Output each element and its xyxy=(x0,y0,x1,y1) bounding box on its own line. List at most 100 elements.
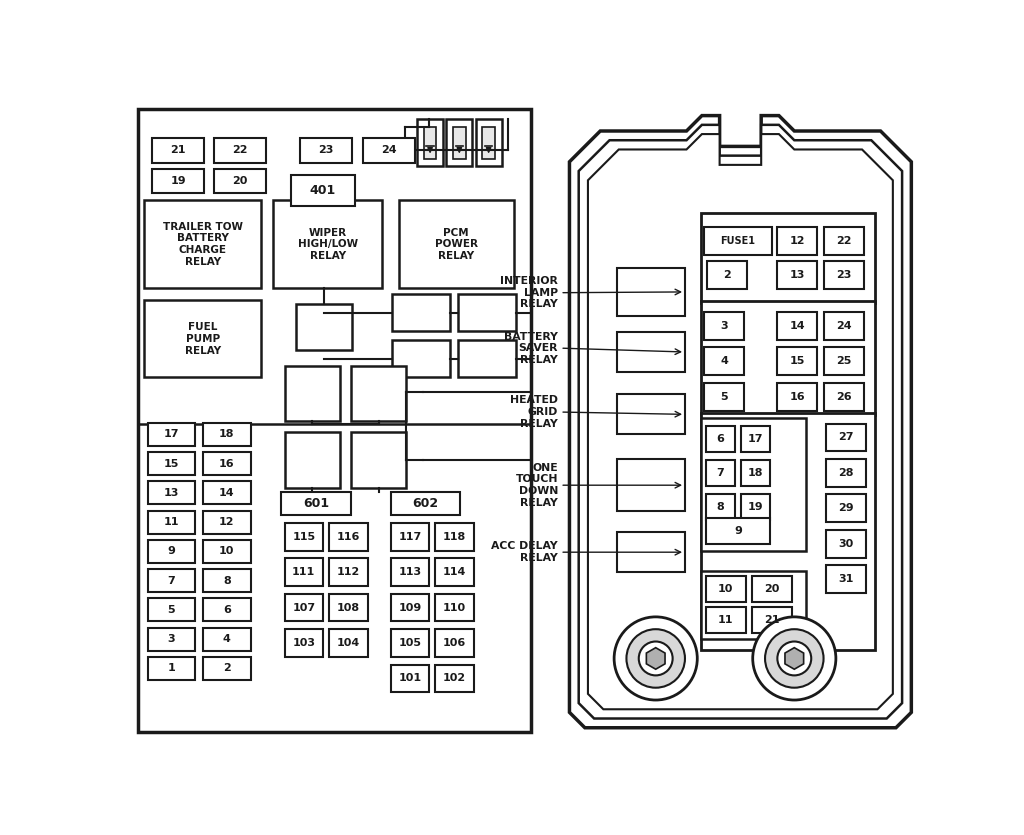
FancyBboxPatch shape xyxy=(617,268,685,316)
FancyBboxPatch shape xyxy=(706,493,735,520)
FancyBboxPatch shape xyxy=(391,559,429,586)
FancyBboxPatch shape xyxy=(752,607,792,633)
FancyBboxPatch shape xyxy=(203,599,251,621)
FancyBboxPatch shape xyxy=(777,261,817,289)
Text: 105: 105 xyxy=(398,638,422,648)
Circle shape xyxy=(777,641,811,676)
Text: 22: 22 xyxy=(836,236,851,246)
Text: 12: 12 xyxy=(790,236,805,246)
Text: 25: 25 xyxy=(836,357,851,367)
FancyBboxPatch shape xyxy=(330,594,368,621)
Text: 2: 2 xyxy=(223,664,230,674)
Text: 31: 31 xyxy=(839,574,854,584)
Text: FUSE1: FUSE1 xyxy=(721,236,756,246)
FancyBboxPatch shape xyxy=(706,426,735,452)
Text: 19: 19 xyxy=(170,176,186,186)
FancyBboxPatch shape xyxy=(285,559,323,586)
Text: 11: 11 xyxy=(164,517,179,527)
Text: 16: 16 xyxy=(219,458,234,468)
FancyBboxPatch shape xyxy=(153,138,205,163)
FancyBboxPatch shape xyxy=(482,127,495,159)
FancyBboxPatch shape xyxy=(454,127,466,159)
FancyBboxPatch shape xyxy=(300,138,352,163)
Text: 26: 26 xyxy=(836,392,851,402)
Text: 1: 1 xyxy=(168,664,175,674)
FancyBboxPatch shape xyxy=(823,261,863,289)
Circle shape xyxy=(753,617,836,700)
FancyBboxPatch shape xyxy=(147,569,196,592)
FancyBboxPatch shape xyxy=(138,109,531,731)
FancyBboxPatch shape xyxy=(701,214,876,303)
FancyBboxPatch shape xyxy=(273,200,382,288)
FancyBboxPatch shape xyxy=(391,523,429,550)
FancyBboxPatch shape xyxy=(364,138,416,163)
Text: 401: 401 xyxy=(310,184,336,197)
FancyBboxPatch shape xyxy=(147,452,196,475)
FancyBboxPatch shape xyxy=(823,382,863,411)
Text: 5: 5 xyxy=(721,392,728,402)
Polygon shape xyxy=(646,648,665,669)
Text: 4: 4 xyxy=(720,357,728,367)
FancyBboxPatch shape xyxy=(777,227,817,255)
FancyBboxPatch shape xyxy=(330,630,368,657)
Polygon shape xyxy=(579,125,902,718)
Text: 20: 20 xyxy=(232,176,248,186)
Text: 15: 15 xyxy=(164,458,179,468)
FancyBboxPatch shape xyxy=(391,630,429,657)
Text: 28: 28 xyxy=(838,468,854,478)
Circle shape xyxy=(765,630,823,688)
Text: INTERIOR
LAMP
RELAY: INTERIOR LAMP RELAY xyxy=(500,276,558,309)
FancyBboxPatch shape xyxy=(435,630,474,657)
FancyBboxPatch shape xyxy=(330,523,368,550)
FancyBboxPatch shape xyxy=(705,347,744,375)
Text: ACC DELAY
RELAY: ACC DELAY RELAY xyxy=(492,541,558,563)
Text: 23: 23 xyxy=(836,270,851,280)
Text: 21: 21 xyxy=(171,145,186,155)
Text: 8: 8 xyxy=(717,502,724,512)
FancyBboxPatch shape xyxy=(701,412,876,650)
FancyBboxPatch shape xyxy=(435,559,474,586)
FancyBboxPatch shape xyxy=(617,394,685,434)
Text: 13: 13 xyxy=(164,488,179,498)
FancyBboxPatch shape xyxy=(351,366,407,422)
Text: 12: 12 xyxy=(219,517,234,527)
Polygon shape xyxy=(588,134,893,709)
FancyBboxPatch shape xyxy=(706,576,745,602)
Text: PCM
POWER
RELAY: PCM POWER RELAY xyxy=(435,228,478,261)
Text: 11: 11 xyxy=(718,615,733,625)
Text: 24: 24 xyxy=(836,321,851,331)
FancyBboxPatch shape xyxy=(826,494,866,522)
FancyBboxPatch shape xyxy=(458,341,515,377)
FancyBboxPatch shape xyxy=(296,304,351,351)
Text: 104: 104 xyxy=(337,638,360,648)
Text: 110: 110 xyxy=(443,603,466,613)
Polygon shape xyxy=(785,648,804,669)
FancyBboxPatch shape xyxy=(285,630,323,657)
FancyBboxPatch shape xyxy=(203,657,251,680)
Text: 19: 19 xyxy=(748,502,764,512)
FancyBboxPatch shape xyxy=(392,294,451,331)
Text: 15: 15 xyxy=(790,357,805,367)
FancyBboxPatch shape xyxy=(147,511,196,534)
Text: 9: 9 xyxy=(734,526,742,536)
Text: 30: 30 xyxy=(839,539,854,549)
FancyBboxPatch shape xyxy=(285,594,323,621)
FancyBboxPatch shape xyxy=(826,565,866,593)
FancyBboxPatch shape xyxy=(617,459,685,511)
FancyBboxPatch shape xyxy=(147,657,196,680)
FancyBboxPatch shape xyxy=(214,169,266,194)
FancyBboxPatch shape xyxy=(708,261,748,289)
Text: 10: 10 xyxy=(718,584,733,595)
Text: TRAILER TOW
BATTERY
CHARGE
RELAY: TRAILER TOW BATTERY CHARGE RELAY xyxy=(163,222,243,266)
FancyBboxPatch shape xyxy=(741,426,770,452)
FancyBboxPatch shape xyxy=(144,301,261,377)
Text: 16: 16 xyxy=(790,392,805,402)
Text: 107: 107 xyxy=(292,603,315,613)
Text: 14: 14 xyxy=(219,488,234,498)
FancyBboxPatch shape xyxy=(617,332,685,372)
Text: 21: 21 xyxy=(764,615,779,625)
Text: 7: 7 xyxy=(717,468,724,478)
Text: 5: 5 xyxy=(168,605,175,615)
Text: 601: 601 xyxy=(303,497,329,510)
Text: 18: 18 xyxy=(749,468,764,478)
